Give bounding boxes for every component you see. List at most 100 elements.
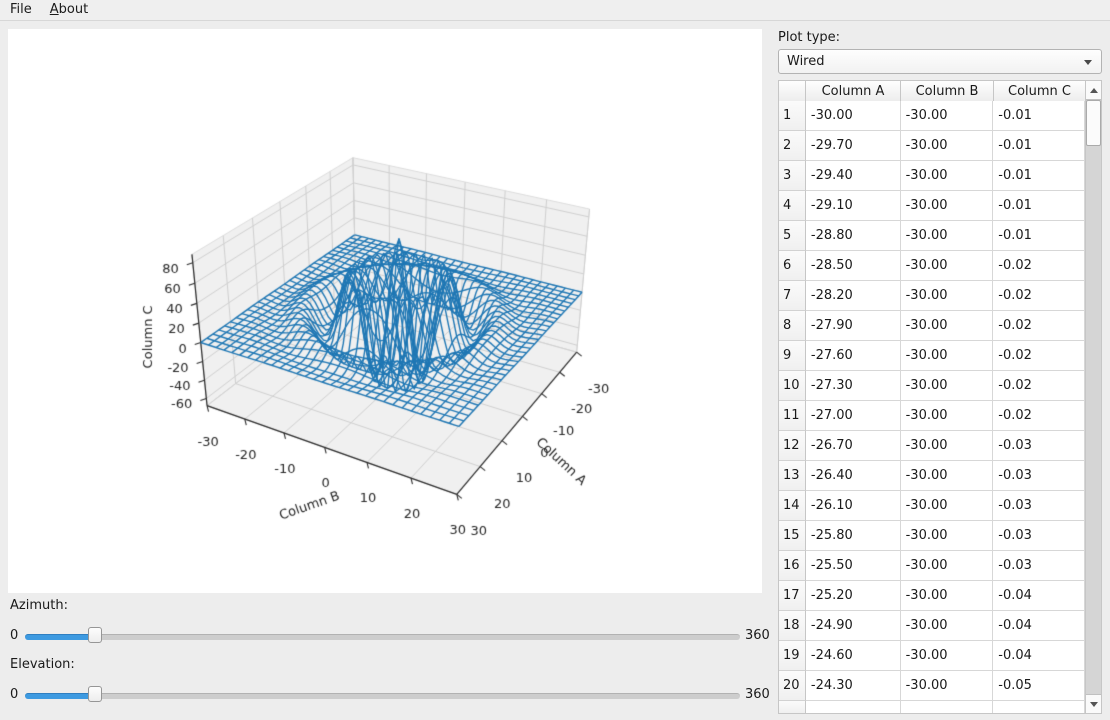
table-cell[interactable]: -0.03 (993, 431, 1085, 461)
table-cell[interactable]: -30.00 (900, 191, 994, 221)
table-cell[interactable]: -25.80 (805, 521, 901, 551)
table-cell[interactable]: -27.60 (805, 341, 901, 371)
column-header[interactable]: Column A (806, 81, 901, 101)
plot-3d-canvas[interactable] (8, 29, 762, 593)
table-cell[interactable] (993, 701, 1085, 713)
table-cell[interactable]: -27.00 (805, 401, 901, 431)
table-cell[interactable]: -0.01 (993, 131, 1085, 161)
table-cell[interactable] (805, 701, 901, 713)
table-cell[interactable]: -30.00 (900, 311, 994, 341)
row-header[interactable]: 18 (779, 611, 806, 641)
table-cell[interactable]: -29.40 (805, 161, 901, 191)
table-cell[interactable]: -30.00 (900, 521, 994, 551)
table-cell[interactable]: -0.04 (993, 641, 1085, 671)
table-cell[interactable]: -0.03 (993, 461, 1085, 491)
row-header[interactable]: 2 (779, 131, 806, 161)
table-cell[interactable]: -26.40 (805, 461, 901, 491)
table-cell[interactable]: -30.00 (900, 461, 994, 491)
row-header[interactable]: 8 (779, 311, 806, 341)
table-cell[interactable]: -30.00 (900, 401, 994, 431)
table-cell[interactable]: -28.20 (805, 281, 901, 311)
table-cell[interactable]: -0.01 (993, 101, 1085, 131)
table-cell[interactable]: -0.02 (993, 251, 1085, 281)
row-header[interactable]: 13 (779, 461, 806, 491)
table-cell[interactable]: -30.00 (900, 641, 994, 671)
table-cell[interactable]: -25.50 (805, 551, 901, 581)
row-header[interactable]: 4 (779, 191, 806, 221)
table-cell[interactable]: -24.60 (805, 641, 901, 671)
row-header[interactable]: 20 (779, 671, 806, 701)
table-cell[interactable]: -30.00 (805, 101, 901, 131)
table-cell[interactable]: -0.03 (993, 491, 1085, 521)
row-header[interactable]: 14 (779, 491, 806, 521)
table-cell[interactable]: -30.00 (900, 671, 994, 701)
table-cell[interactable]: -0.02 (993, 371, 1085, 401)
table-cell[interactable]: -0.02 (993, 311, 1085, 341)
row-header[interactable]: 11 (779, 401, 806, 431)
table-cell[interactable]: -29.70 (805, 131, 901, 161)
row-header[interactable]: 12 (779, 431, 806, 461)
elevation-slider[interactable]: 0 360 (0, 686, 772, 704)
table-cell[interactable]: -24.90 (805, 611, 901, 641)
azimuth-slider-track[interactable] (25, 634, 740, 640)
row-header[interactable]: 16 (779, 551, 806, 581)
scroll-down-button[interactable] (1086, 694, 1101, 713)
table-cell[interactable]: -0.02 (993, 281, 1085, 311)
row-header[interactable]: 10 (779, 371, 806, 401)
column-header[interactable]: Column C (994, 81, 1086, 101)
row-header[interactable]: 5 (779, 221, 806, 251)
table-cell[interactable]: -28.80 (805, 221, 901, 251)
scrollbar-thumb[interactable] (1086, 100, 1101, 146)
elevation-slider-track[interactable] (25, 693, 740, 699)
column-header[interactable]: Column B (901, 81, 994, 101)
table-cell[interactable]: -30.00 (900, 101, 994, 131)
table-cell[interactable]: -26.10 (805, 491, 901, 521)
plot-type-select[interactable]: Wired (778, 49, 1102, 74)
azimuth-slider[interactable]: 0 360 (0, 627, 772, 645)
table-cell[interactable]: -25.20 (805, 581, 901, 611)
table-cell[interactable]: -30.00 (900, 431, 994, 461)
row-header[interactable]: 19 (779, 641, 806, 671)
table-cell[interactable]: -30.00 (900, 491, 994, 521)
row-header[interactable]: 9 (779, 341, 806, 371)
table-cell[interactable]: -27.90 (805, 311, 901, 341)
table-cell[interactable]: -28.50 (805, 251, 901, 281)
table-scrollbar[interactable] (1085, 81, 1101, 713)
menu-item-file[interactable]: File (10, 2, 32, 17)
table-cell[interactable]: -0.01 (993, 191, 1085, 221)
menu-item-about[interactable]: About (49, 2, 89, 17)
table-cell[interactable]: -0.01 (993, 221, 1085, 251)
table-cell[interactable]: -0.04 (993, 581, 1085, 611)
table-cell[interactable]: -24.30 (805, 671, 901, 701)
table-cell[interactable]: -0.02 (993, 401, 1085, 431)
table-cell[interactable]: -0.03 (993, 551, 1085, 581)
table-cell[interactable]: -0.02 (993, 341, 1085, 371)
table-cell[interactable]: -26.70 (805, 431, 901, 461)
row-header[interactable]: 7 (779, 281, 806, 311)
azimuth-slider-handle[interactable] (88, 627, 103, 643)
table-cell[interactable]: -0.04 (993, 611, 1085, 641)
table-cell[interactable]: -30.00 (900, 341, 994, 371)
row-header[interactable]: 1 (779, 101, 806, 131)
row-header[interactable]: 6 (779, 251, 806, 281)
table-cell[interactable]: -30.00 (900, 611, 994, 641)
table-cell[interactable]: -30.00 (900, 251, 994, 281)
table-cell[interactable]: -27.30 (805, 371, 901, 401)
row-header[interactable]: 15 (779, 521, 806, 551)
row-header[interactable] (779, 701, 806, 713)
table-cell[interactable]: -30.00 (900, 371, 994, 401)
table-cell[interactable]: -30.00 (900, 131, 994, 161)
table-cell[interactable]: -29.10 (805, 191, 901, 221)
table-cell[interactable]: -30.00 (900, 281, 994, 311)
table-cell[interactable]: -0.03 (993, 521, 1085, 551)
elevation-slider-handle[interactable] (88, 686, 103, 702)
table-cell[interactable]: -0.05 (993, 671, 1085, 701)
row-header[interactable]: 17 (779, 581, 806, 611)
table-cell[interactable]: -0.01 (993, 161, 1085, 191)
scroll-up-button[interactable] (1086, 81, 1101, 100)
table-cell[interactable]: -30.00 (900, 161, 994, 191)
table-cell[interactable]: -30.00 (900, 581, 994, 611)
table-cell[interactable]: -30.00 (900, 221, 994, 251)
table-cell[interactable]: -30.00 (900, 551, 994, 581)
table-cell[interactable] (900, 701, 994, 713)
